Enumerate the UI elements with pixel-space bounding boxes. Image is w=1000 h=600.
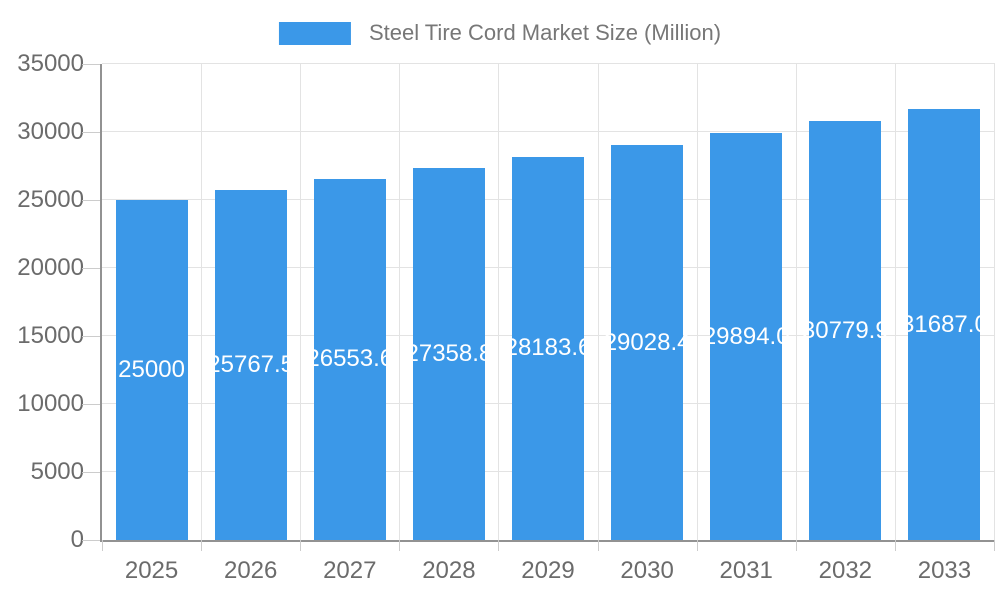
legend-label: Steel Tire Cord Market Size (Million) bbox=[368, 20, 722, 45]
y-tick-label: 20000 bbox=[17, 254, 84, 281]
vertical-gridline bbox=[399, 64, 401, 540]
legend[interactable]: Steel Tire Cord Market Size (Million) bbox=[278, 20, 722, 46]
vertical-gridline bbox=[300, 64, 302, 540]
x-axis-tick bbox=[102, 540, 103, 551]
bar[interactable]: 29028.4 bbox=[604, 145, 690, 540]
x-axis-tick bbox=[597, 540, 599, 551]
bar-value-label: 25000 bbox=[118, 356, 185, 383]
x-axis-tick bbox=[894, 540, 896, 551]
y-tick-label: 15000 bbox=[17, 322, 84, 349]
bar-value-label: 26553.6 bbox=[306, 345, 394, 373]
y-tick-label: 10000 bbox=[17, 390, 84, 417]
bar[interactable]: 31687.0 bbox=[901, 109, 988, 540]
x-tick-label: 2032 bbox=[818, 557, 873, 584]
bar-column: 30779.9 bbox=[796, 64, 895, 540]
bar-value-label: 31687.0 bbox=[901, 310, 988, 338]
x-tick-label: 2026 bbox=[223, 557, 278, 584]
x-axis-tick bbox=[201, 540, 203, 551]
y-axis-labels: 0 5000 10000 15000 20000 25000 30000 35000 bbox=[0, 52, 84, 552]
bar[interactable]: 30779.9 bbox=[802, 121, 889, 540]
x-tick-label: 2030 bbox=[620, 557, 674, 584]
y-axis-tick bbox=[82, 471, 100, 473]
vertical-gridline bbox=[994, 64, 995, 540]
x-axis-tick bbox=[994, 540, 995, 551]
x-tick-label: 2027 bbox=[323, 557, 377, 584]
y-tick-label: 5000 bbox=[30, 458, 84, 485]
vertical-gridline bbox=[597, 64, 599, 540]
x-axis-tick bbox=[399, 540, 401, 551]
plot-area: 25000 25767.5 26553.6 27358.8 28183.6 29028.4… bbox=[100, 63, 995, 551]
y-axis-ticks bbox=[82, 63, 100, 541]
y-axis-tick bbox=[82, 131, 100, 133]
y-axis-tick bbox=[82, 539, 100, 541]
bar[interactable]: 28183.6 bbox=[505, 156, 591, 540]
bar-value-label: 28183.6 bbox=[504, 334, 592, 362]
bar[interactable]: 25767.5 bbox=[207, 189, 294, 540]
y-tick-label: 25000 bbox=[17, 186, 84, 213]
horizontal-gridline bbox=[102, 63, 995, 64]
vertical-gridline bbox=[696, 64, 698, 540]
x-tick-label: 2031 bbox=[719, 557, 773, 584]
x-axis-tick bbox=[696, 540, 698, 551]
y-tick-label: 30000 bbox=[17, 118, 84, 145]
vertical-gridline bbox=[201, 64, 203, 540]
bar-value-label: 30779.9 bbox=[801, 316, 889, 344]
y-axis-tick bbox=[82, 403, 100, 405]
y-axis-tick bbox=[82, 63, 100, 65]
x-axis-tick bbox=[300, 540, 302, 551]
vertical-gridline bbox=[795, 64, 797, 540]
bar-column: 29894.0 bbox=[697, 64, 796, 540]
x-axis-labels: 2025 2026 2027 2028 2029 2030 2031 2032 2033 bbox=[102, 557, 994, 590]
x-tick-label: 2025 bbox=[124, 557, 179, 584]
bar-value-label: 29894.0 bbox=[702, 322, 790, 350]
y-tick-label: 35000 bbox=[17, 50, 84, 77]
bar[interactable]: 26553.6 bbox=[306, 178, 393, 540]
horizontal-gridline bbox=[102, 131, 995, 132]
legend-swatch-icon bbox=[278, 21, 351, 45]
bar[interactable]: 29894.0 bbox=[703, 133, 790, 540]
bar-column: 25767.5 bbox=[201, 64, 300, 540]
bar-value-label: 29028.4 bbox=[603, 328, 691, 356]
x-tick-label: 2028 bbox=[422, 557, 476, 584]
bar-value-label: 27358.8 bbox=[405, 339, 493, 367]
y-tick-label: 0 bbox=[70, 526, 84, 553]
bar-column: 29028.4 bbox=[598, 64, 697, 540]
y-axis-tick bbox=[82, 267, 100, 269]
x-axis-tick bbox=[795, 540, 797, 551]
bar[interactable]: 27358.8 bbox=[405, 167, 492, 540]
x-tick-label: 2029 bbox=[521, 557, 575, 584]
bar-column: 28183.6 bbox=[498, 64, 597, 540]
bar-column: 25000 bbox=[102, 64, 201, 540]
y-axis-tick bbox=[82, 199, 100, 201]
bar-value-label: 25767.5 bbox=[207, 350, 295, 378]
x-axis-tick bbox=[498, 540, 500, 551]
y-axis-tick bbox=[82, 335, 100, 337]
x-tick-label: 2033 bbox=[917, 557, 972, 584]
vertical-gridline bbox=[498, 64, 500, 540]
bar-column: 27358.8 bbox=[399, 64, 498, 540]
bar[interactable]: 25000 bbox=[115, 200, 188, 540]
bar-column: 31687.0 bbox=[895, 64, 994, 540]
vertical-gridline bbox=[894, 64, 896, 540]
bar-column: 26553.6 bbox=[300, 64, 399, 540]
